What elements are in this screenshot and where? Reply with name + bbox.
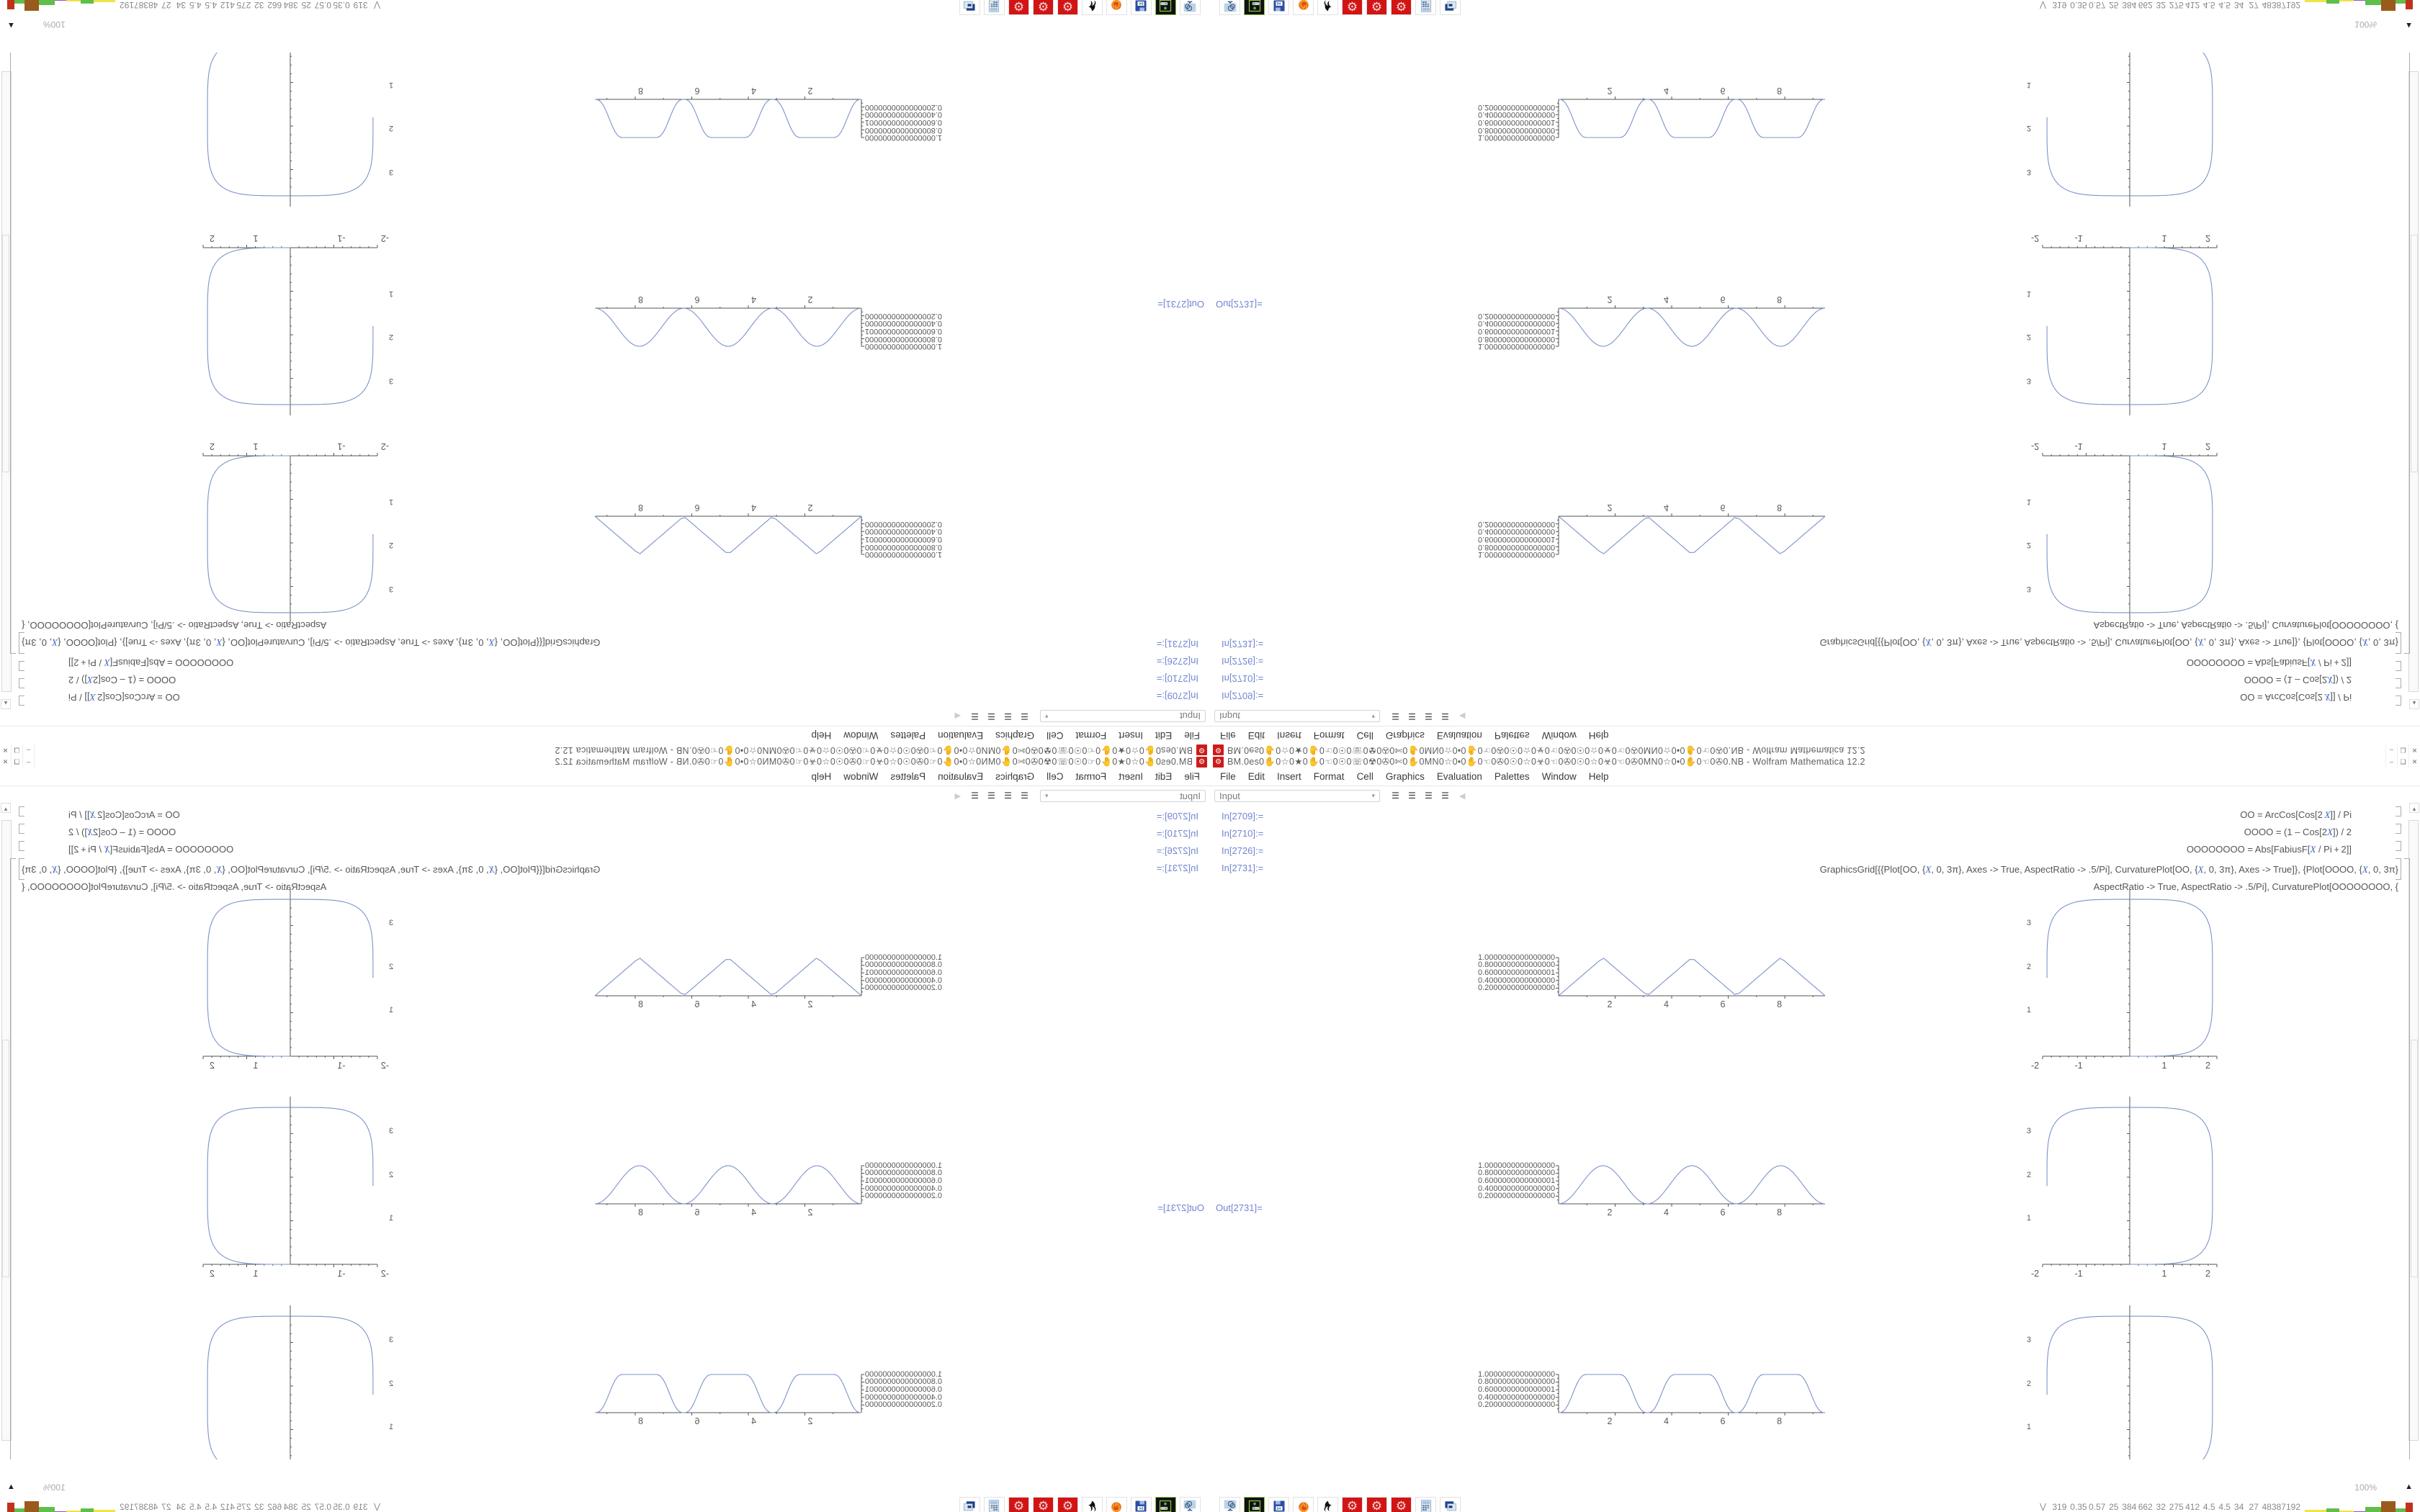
svg-text:64: 64 xyxy=(1139,1,1144,6)
svg-text:64: 64 xyxy=(1139,1507,1144,1511)
svg-text:64: 64 xyxy=(1276,1,1281,6)
svg-text:64: 64 xyxy=(1276,1507,1281,1511)
